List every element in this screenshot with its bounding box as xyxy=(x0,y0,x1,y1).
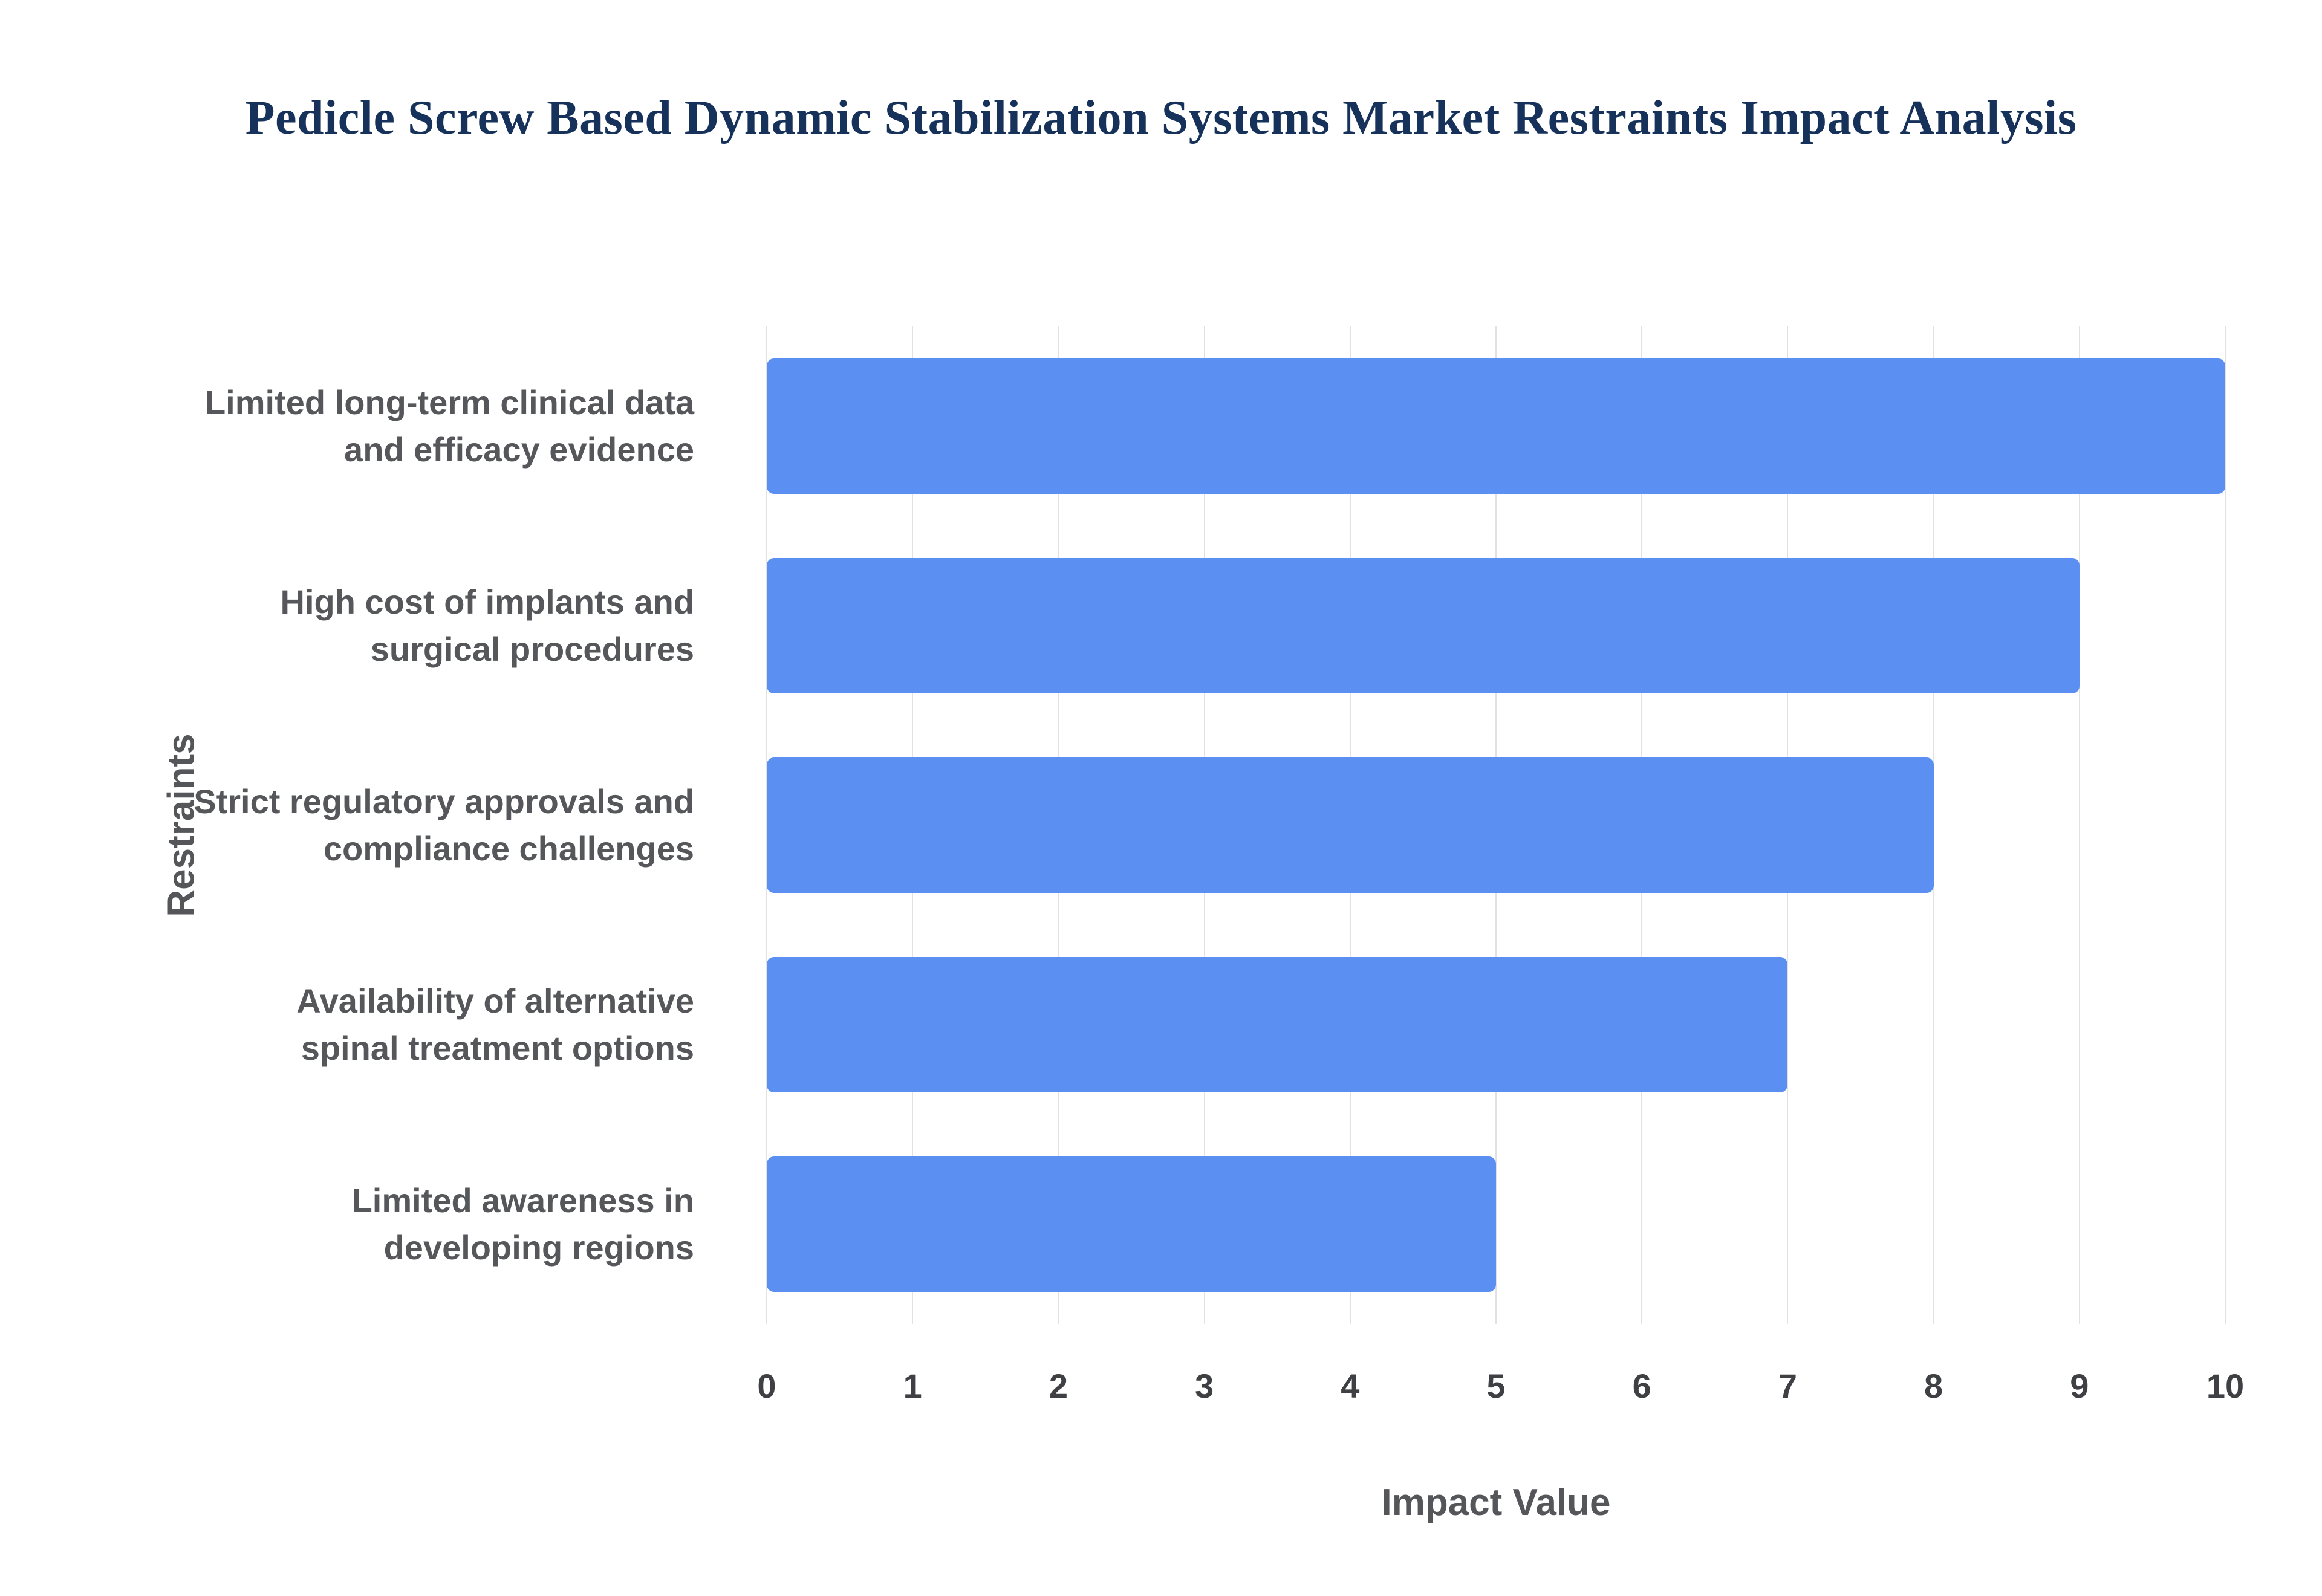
bar xyxy=(767,358,2225,495)
category-label: Limited awareness in developing regions xyxy=(351,1181,694,1267)
bar xyxy=(767,757,1934,894)
x-axis-ticks: 0 1 2 3 4 5 6 7 8 9 10 xyxy=(757,1324,2244,1415)
x-tick-label: 8 xyxy=(1924,1367,1943,1405)
bar xyxy=(767,557,2080,694)
bar-row xyxy=(767,1124,2225,1324)
bar-row xyxy=(767,326,2225,526)
bar xyxy=(767,1156,1496,1293)
gridline xyxy=(2225,326,2226,1324)
gridline xyxy=(1933,326,1934,1324)
x-tick-label: 2 xyxy=(1049,1367,1068,1405)
bar-row xyxy=(767,725,2225,925)
category-label: Availability of alternative spinal treat… xyxy=(296,981,694,1067)
plot-area xyxy=(766,326,2226,1324)
bar xyxy=(767,956,1788,1093)
category-label: High cost of implants and surgical proce… xyxy=(280,582,694,668)
x-tick-label: 1 xyxy=(903,1367,922,1405)
x-tick-label: 0 xyxy=(757,1367,776,1405)
bar-row xyxy=(767,925,2225,1124)
chart-title: Pedicle Screw Based Dynamic Stabilizatio… xyxy=(245,91,2077,144)
x-tick-label: 5 xyxy=(1486,1367,1506,1405)
x-tick-label: 10 xyxy=(2206,1367,2245,1405)
y-axis-labels: Limited long-term clinical data and effi… xyxy=(0,326,730,1324)
x-tick-label: 4 xyxy=(1341,1367,1360,1405)
bar-row xyxy=(767,526,2225,725)
x-tick-label: 3 xyxy=(1195,1367,1214,1405)
x-axis-title: Impact Value xyxy=(1381,1482,1611,1523)
x-tick-label: 6 xyxy=(1632,1367,1651,1405)
category-label: Limited long-term clinical data and effi… xyxy=(204,383,694,469)
category-label: Strict regulatory approvals and complian… xyxy=(194,782,694,868)
x-tick-label: 7 xyxy=(1778,1367,1797,1405)
x-tick-label: 9 xyxy=(2070,1367,2089,1405)
bars xyxy=(767,326,2225,1324)
gridline xyxy=(2078,326,2080,1324)
